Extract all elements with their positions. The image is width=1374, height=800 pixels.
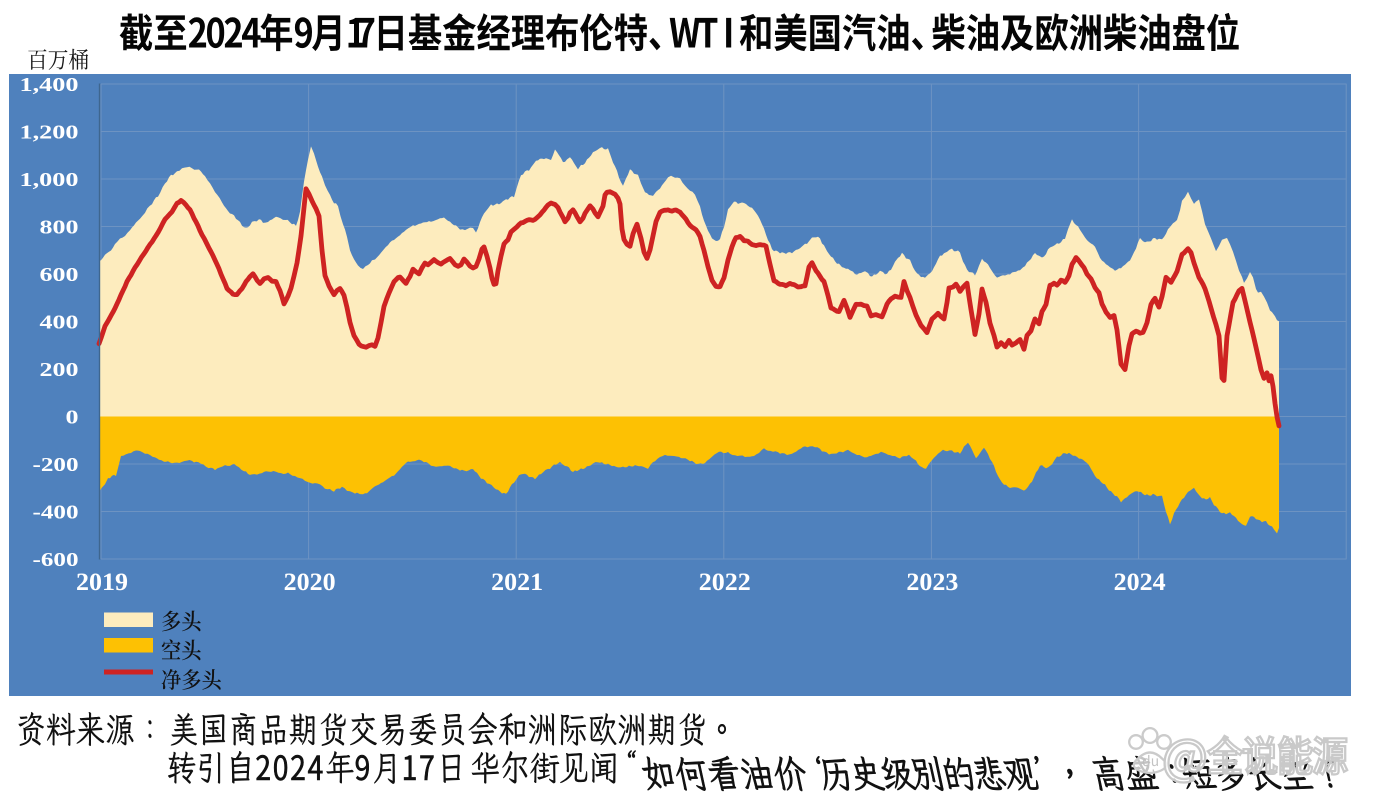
svg-text:2020: 2020 <box>284 569 336 596</box>
svg-text:2023: 2023 <box>906 569 958 596</box>
svg-text:200: 200 <box>40 359 79 381</box>
svg-text:400: 400 <box>40 311 79 333</box>
svg-text:-200: -200 <box>33 454 79 476</box>
svg-text:1,200: 1,200 <box>20 121 79 143</box>
svg-text:0: 0 <box>66 406 79 428</box>
svg-text:1,000: 1,000 <box>20 169 79 191</box>
svg-text:2021: 2021 <box>491 569 543 596</box>
svg-text:-400: -400 <box>33 501 79 523</box>
svg-text:2019: 2019 <box>76 569 128 596</box>
svg-text:-600: -600 <box>33 549 79 571</box>
svg-text:800: 800 <box>40 216 79 238</box>
svg-text:600: 600 <box>40 264 79 286</box>
svg-text:1,400: 1,400 <box>20 74 79 96</box>
svg-text:2022: 2022 <box>699 569 751 596</box>
svg-text:2024: 2024 <box>1114 569 1167 596</box>
